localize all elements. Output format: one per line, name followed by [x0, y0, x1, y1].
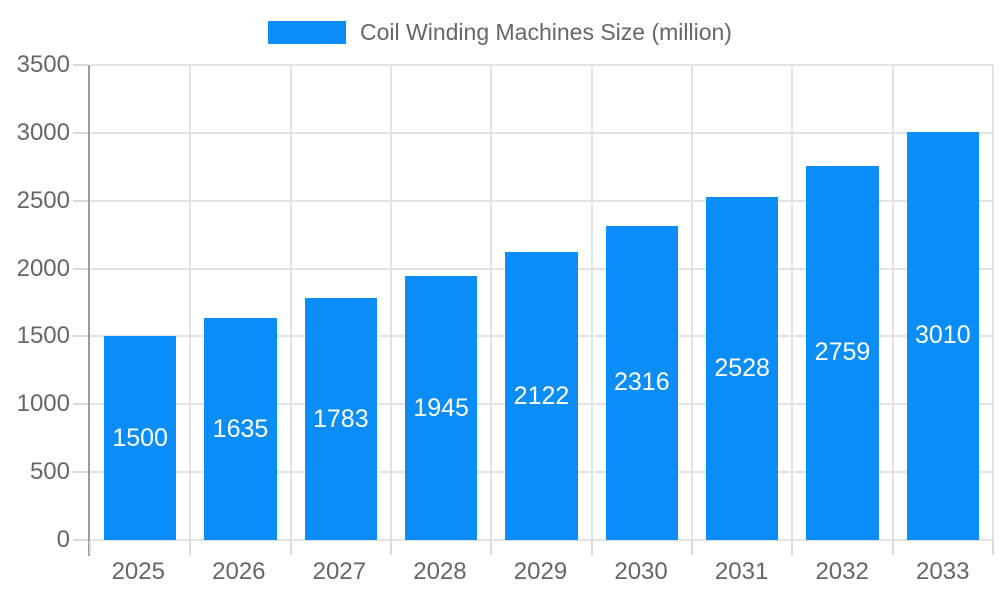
- y-tick-label: 2000: [16, 254, 70, 282]
- x-tick-mark: [89, 540, 91, 555]
- gridline-v: [289, 65, 292, 540]
- y-tick-mark: [73, 403, 88, 406]
- x-tick-mark: [289, 540, 292, 555]
- gridline-v: [891, 65, 894, 540]
- y-tick-label: 0: [56, 526, 70, 553]
- gridline-h: [90, 199, 993, 202]
- gridline-v: [490, 65, 493, 540]
- y-tick-label: 2500: [16, 186, 70, 214]
- y-tick-mark: [73, 199, 88, 202]
- y-tick-mark: [73, 64, 88, 66]
- x-tick-label: 2031: [714, 558, 769, 585]
- y-tick-label: 1500: [16, 322, 70, 350]
- x-tick-label: 2033: [916, 558, 970, 585]
- x-tick-label: 2026: [212, 558, 266, 585]
- x-tick-mark: [891, 540, 894, 555]
- bar-value-label: 1783: [313, 404, 369, 433]
- y-tick-label: 3000: [16, 118, 70, 146]
- y-tick-mark: [73, 539, 88, 541]
- gridline-v: [690, 65, 693, 540]
- bar-value-label: 3010: [915, 321, 971, 350]
- legend-label: Coil Winding Machines Size (million): [360, 19, 732, 45]
- gridline-v: [590, 65, 593, 540]
- y-tick-label: 3500: [16, 51, 70, 78]
- bar[interactable]: 1635: [204, 318, 277, 540]
- bar[interactable]: 1783: [304, 298, 377, 540]
- y-tick-mark: [73, 335, 88, 338]
- y-axis-labels: 0 500 1000 1500 2000 2500 3000 3500: [0, 53, 70, 552]
- bar-value-label: 2528: [714, 353, 770, 382]
- x-tick-mark: [590, 540, 593, 555]
- bar-value-label: 1945: [413, 393, 469, 422]
- bar-value-label: 2316: [614, 368, 670, 397]
- x-tick-mark: [992, 540, 994, 555]
- x-tick-label: 2032: [815, 558, 869, 585]
- x-tick-mark: [791, 540, 794, 555]
- x-tick-label: 2029: [513, 558, 568, 585]
- x-tick-label: 2025: [111, 558, 165, 585]
- gridline-v: [791, 65, 794, 540]
- y-tick-label: 500: [29, 458, 70, 486]
- gridline-h: [90, 131, 993, 134]
- bar[interactable]: 1945: [405, 276, 478, 540]
- bar-value-label: 1635: [212, 414, 269, 443]
- bar-value-label: 2759: [814, 338, 871, 367]
- x-tick-mark: [189, 540, 192, 555]
- bar[interactable]: 2122: [505, 252, 578, 540]
- x-tick-mark: [690, 540, 693, 555]
- y-tick-label: 1000: [16, 390, 70, 418]
- plot-area: 1500 1635 1783 1945 2122 2316 2528 2759 3010: [73, 64, 994, 556]
- bar[interactable]: 2528: [706, 196, 779, 540]
- legend[interactable]: Coil Winding Machines Size (million): [0, 20, 1000, 44]
- bar[interactable]: 3010: [906, 131, 979, 540]
- bar[interactable]: 2759: [806, 165, 879, 540]
- y-tick-mark: [73, 131, 88, 134]
- x-tick-mark: [389, 540, 392, 555]
- x-axis-labels: 2025 2026 2027 2028 2029 2030 2031 2032 2033: [88, 556, 993, 588]
- y-tick-mark: [73, 267, 88, 270]
- legend-swatch: [268, 20, 347, 44]
- bar[interactable]: 1500: [104, 336, 177, 540]
- gridline-v: [189, 65, 192, 540]
- gridline-h: [90, 539, 993, 541]
- bars: 1500 1635 1783 1945 2122 2316 2528 2759 3010: [90, 65, 993, 540]
- x-tick-label: 2030: [614, 558, 668, 585]
- bar-value-label: 2122: [513, 381, 570, 410]
- gridline-v: [389, 65, 392, 540]
- y-tick-mark: [73, 471, 88, 474]
- x-tick-label: 2028: [413, 558, 467, 585]
- bar[interactable]: 2316: [605, 225, 678, 540]
- bar-value-label: 1500: [112, 423, 168, 452]
- gridline-v: [992, 65, 994, 540]
- x-tick-label: 2027: [312, 558, 367, 585]
- x-tick-mark: [490, 540, 493, 555]
- gridline-h: [90, 64, 993, 66]
